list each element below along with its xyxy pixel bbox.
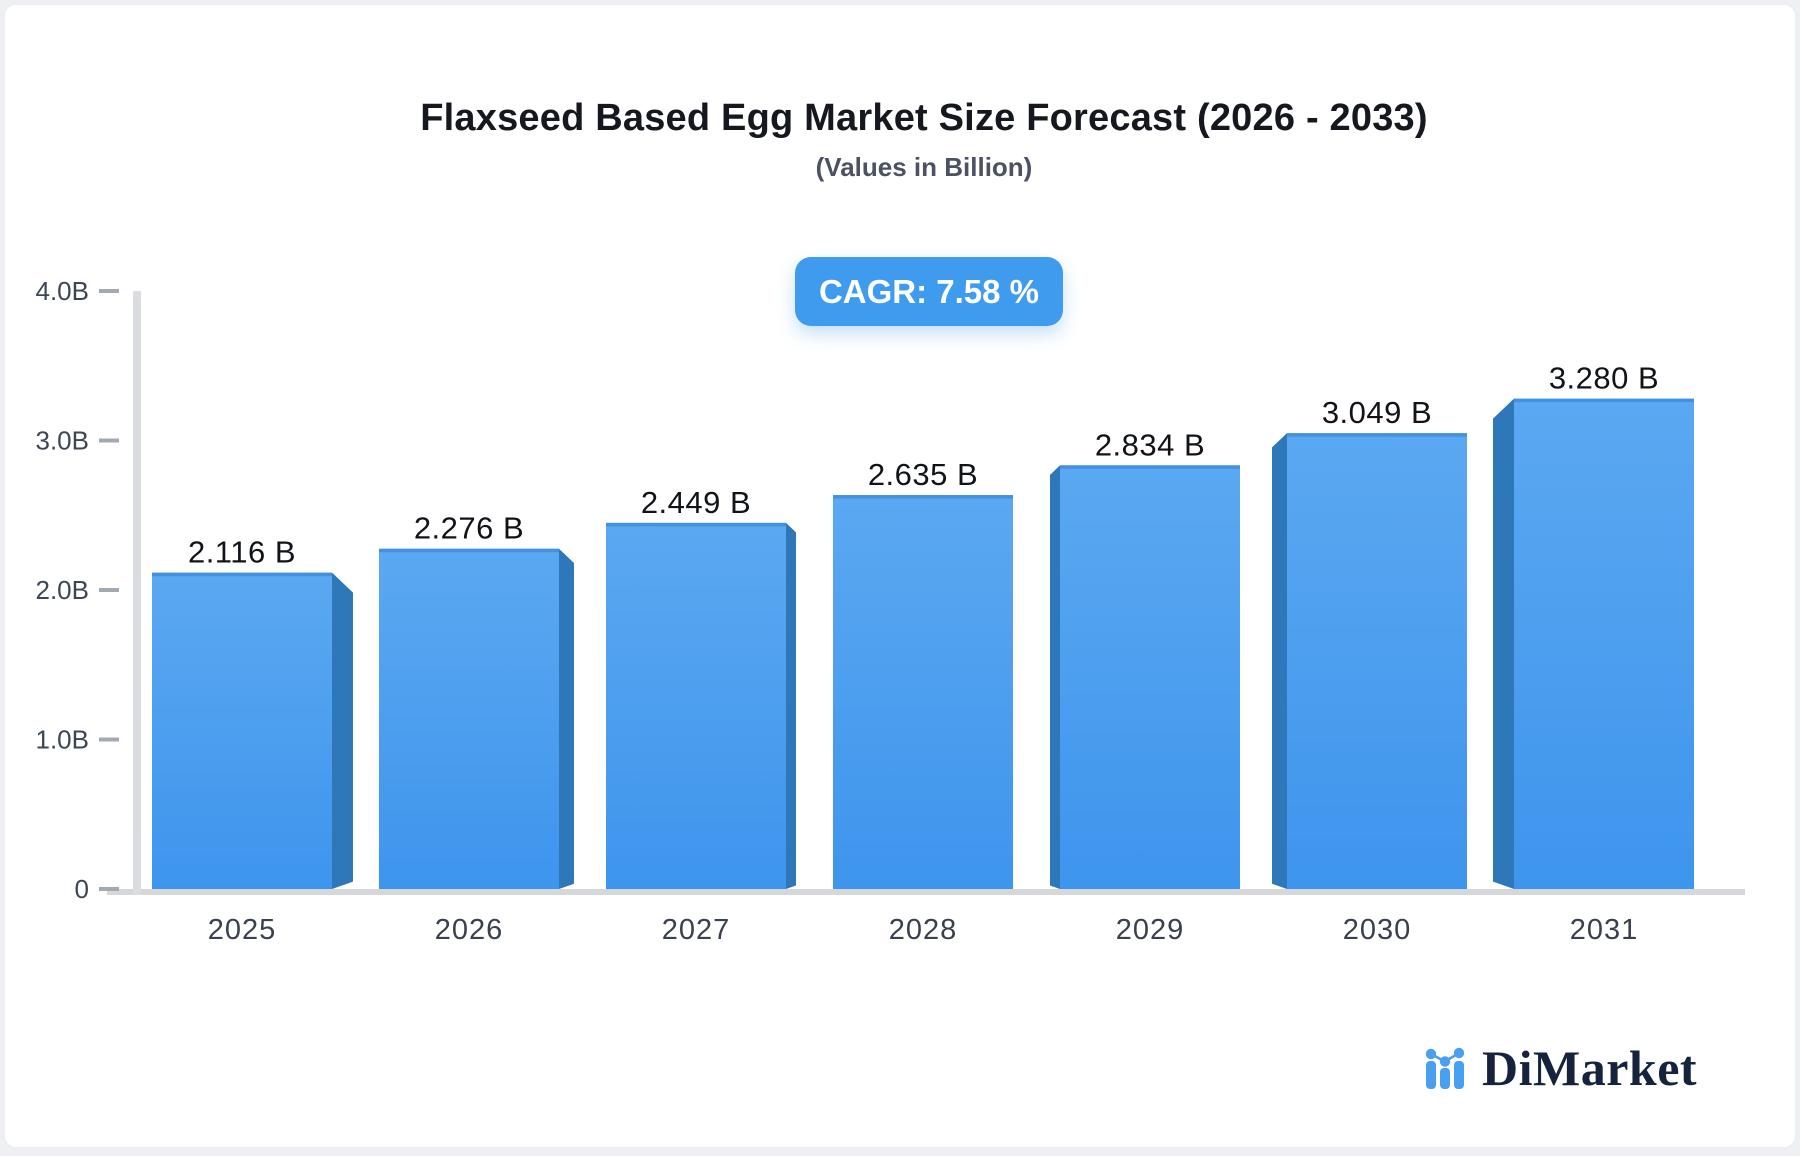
cagr-badge: CAGR: 7.58 % — [795, 257, 1063, 326]
y-axis-tick-mark — [99, 887, 119, 891]
x-axis-label-2031: 2031 — [1570, 914, 1639, 946]
y-axis-tick-mark — [99, 289, 119, 293]
bar-side-face-2029 — [1050, 465, 1060, 889]
bar-top-edge-2027 — [606, 522, 786, 527]
bar-2028[interactable] — [833, 495, 1013, 889]
y-axis-tick-mark — [99, 438, 119, 443]
y-axis-tick-label: 4.0B — [36, 276, 90, 306]
mini-bar-chart-icon — [1425, 1047, 1465, 1089]
bar-side-face-2027 — [786, 522, 796, 889]
x-axis-label-2025: 2025 — [208, 914, 277, 946]
y-axis-line — [133, 291, 141, 895]
bar-top-edge-2029 — [1060, 465, 1240, 469]
bar-2025[interactable] — [152, 572, 332, 889]
bar-2027[interactable] — [606, 522, 786, 889]
bar-side-face-2031 — [1493, 398, 1514, 889]
bar-side-face-2030 — [1272, 433, 1287, 889]
bar-side-face-2025 — [332, 572, 353, 889]
y-axis-tick-label: 3.0B — [36, 426, 90, 456]
bar-value-label-2030: 3.049 B — [1322, 395, 1432, 430]
bar-top-edge-2028 — [833, 495, 1013, 499]
bar-top-edge-2031 — [1514, 398, 1694, 403]
bar-2029[interactable] — [1060, 465, 1240, 889]
bar-value-label-2025: 2.116 B — [188, 535, 296, 570]
y-axis-tick-label: 0 — [75, 874, 89, 904]
x-axis-label-2027: 2027 — [662, 914, 731, 946]
bar-side-face-2026 — [559, 548, 574, 889]
bar-value-label-2027: 2.449 B — [641, 485, 751, 520]
chart-title: Flaxseed Based Egg Market Size Forecast … — [420, 97, 1428, 139]
x-axis-label-2029: 2029 — [1116, 914, 1185, 946]
bar-top-edge-2030 — [1287, 433, 1467, 437]
y-axis-tick-label: 2.0B — [36, 575, 90, 605]
bar-value-label-2031: 3.280 B — [1549, 361, 1659, 396]
bar-top-edge-2025 — [152, 572, 332, 577]
brand-logo: DiMarket — [1425, 1040, 1698, 1096]
bar-value-label-2029: 2.834 B — [1095, 427, 1205, 462]
x-axis-label-2028: 2028 — [889, 914, 958, 946]
chart-subtitle: (Values in Billion) — [815, 152, 1033, 182]
y-axis-tick-mark — [99, 588, 119, 592]
bar-value-label-2028: 2.635 B — [868, 457, 978, 492]
bar-chart: 4.0B 3.0B 2.0B 1.0B 0 2.116 B 2025 2.276 B 2026 2… — [36, 276, 1745, 946]
brand-name: DiMarket — [1482, 1040, 1698, 1096]
bar-2026[interactable] — [379, 548, 559, 889]
y-axis-tick-label: 1.0B — [36, 725, 90, 755]
y-axis-tick-mark — [99, 737, 119, 742]
bar-2031[interactable] — [1514, 398, 1694, 889]
x-axis-label-2026: 2026 — [435, 914, 504, 946]
x-axis-line — [107, 889, 1745, 895]
bar-2030[interactable] — [1287, 433, 1467, 889]
x-axis-label-2030: 2030 — [1343, 914, 1412, 946]
chart-card: Flaxseed Based Egg Market Size Forecast … — [4, 4, 1796, 1148]
bar-top-edge-2026 — [379, 548, 559, 553]
bar-value-label-2026: 2.276 B — [414, 511, 524, 546]
